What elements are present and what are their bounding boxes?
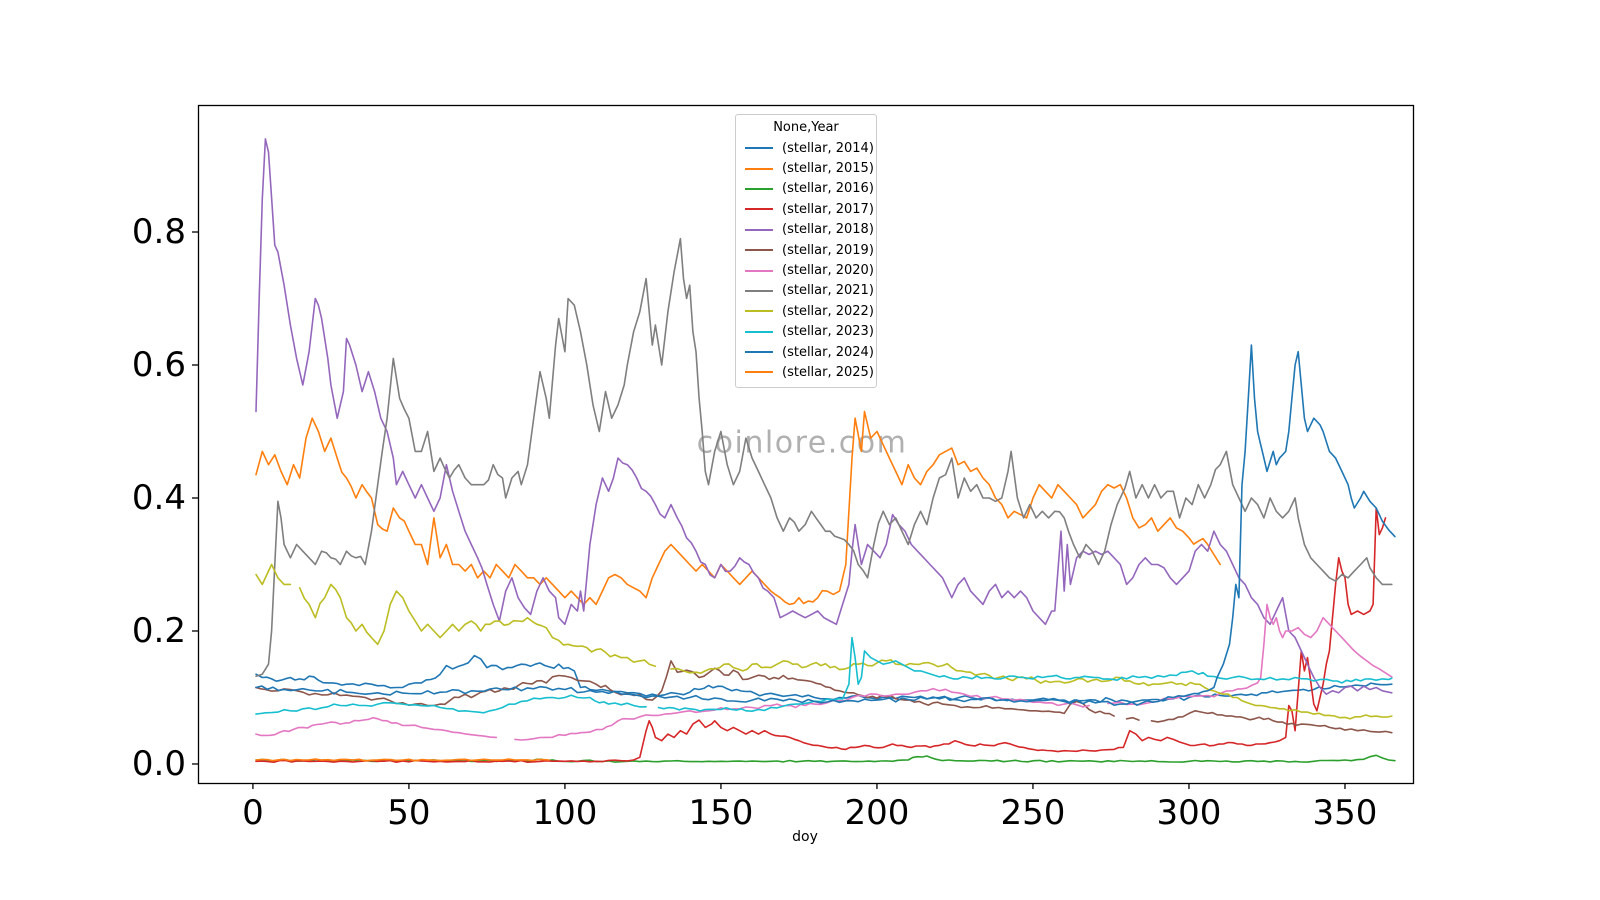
- series-line-2018: [255, 138, 1393, 695]
- legend-swatch: [745, 351, 773, 354]
- x-tick-label: 150: [688, 793, 754, 833]
- legend-swatch: [745, 228, 773, 231]
- series-line-2023: [657, 636, 1393, 712]
- legend-swatch: [745, 187, 773, 190]
- legend-entry: (stellar, 2022): [736, 301, 876, 321]
- legend-swatch: [745, 147, 773, 150]
- legend-entry-label: (stellar, 2024): [782, 344, 874, 360]
- legend-swatch: [745, 310, 773, 313]
- legend-title: None,Year: [773, 120, 839, 135]
- legend-entry: (stellar, 2019): [736, 240, 876, 260]
- legend-entry-label: (stellar, 2019): [782, 242, 874, 258]
- series-line-2019: [1125, 716, 1140, 721]
- legend-entry: (stellar, 2018): [736, 220, 876, 240]
- legend-entry: (stellar, 2021): [736, 281, 876, 301]
- legend-entry-label: (stellar, 2015): [782, 161, 874, 177]
- y-tick-label: 0.2: [131, 610, 186, 651]
- legend-entry-label: (stellar, 2017): [782, 201, 874, 217]
- watermark: coinlore.com: [696, 425, 908, 461]
- legend-entry: (stellar, 2014): [736, 138, 876, 158]
- legend-entry: (stellar, 2025): [736, 362, 876, 382]
- legend: None,Year (stellar, 2014) (stellar, 2015)…: [735, 114, 877, 388]
- series-line-2021: [255, 237, 1393, 677]
- legend-entry-label: (stellar, 2016): [782, 181, 874, 197]
- legend-swatch: [745, 249, 773, 252]
- legend-entry-label: (stellar, 2020): [782, 263, 874, 279]
- legend-entry-label: (stellar, 2018): [782, 222, 874, 238]
- legend-swatch: [745, 208, 773, 211]
- series-line-2025: [255, 758, 551, 762]
- x-tick-label: 250: [1000, 793, 1066, 833]
- legend-entry-label: (stellar, 2023): [782, 324, 874, 340]
- series-line-2022: [298, 583, 657, 667]
- series-line-2019: [255, 660, 1115, 717]
- legend-entry-label: (stellar, 2022): [782, 303, 874, 319]
- x-tick-label: 200: [844, 793, 910, 833]
- legend-swatch: [745, 167, 773, 170]
- legend-swatch: [745, 289, 773, 292]
- series-line-2020: [1107, 603, 1393, 706]
- legend-entry-label: (stellar, 2021): [782, 283, 874, 299]
- series-line-2017: [255, 507, 1387, 763]
- x-tick-label: 50: [387, 793, 431, 833]
- axes-box: [197, 104, 1415, 785]
- legend-entries: (stellar, 2014) (stellar, 2015) (stellar, …: [736, 138, 876, 383]
- x-tick-label: 0: [242, 793, 264, 833]
- series-line-2022: [670, 659, 1393, 720]
- legend-swatch: [745, 269, 773, 272]
- series-line-2014: [255, 654, 1393, 704]
- y-tick-label: 0.6: [131, 345, 186, 385]
- legend-entry-label: (stellar, 2014): [782, 140, 874, 156]
- series-line-2020: [255, 716, 498, 739]
- legend-entry-label: (stellar, 2025): [782, 364, 874, 380]
- y-tick-label: 0.4: [131, 477, 186, 518]
- series-line-2024: [255, 344, 1396, 706]
- series-line-2015: [255, 410, 1221, 606]
- legend-entry: (stellar, 2020): [736, 260, 876, 280]
- x-tick-label: 300: [1156, 793, 1222, 833]
- x-tick-label: 350: [1312, 793, 1378, 833]
- legend-swatch: [745, 371, 773, 374]
- y-tick-label: 0.0: [131, 743, 186, 784]
- legend-entry: (stellar, 2016): [736, 179, 876, 199]
- legend-entry: (stellar, 2015): [736, 158, 876, 178]
- x-axis-label: doy: [792, 829, 818, 845]
- series-line-2023: [255, 694, 647, 715]
- x-tick-label: 100: [532, 793, 598, 833]
- legend-entry: (stellar, 2023): [736, 322, 876, 342]
- legend-entry: (stellar, 2024): [736, 342, 876, 362]
- legend-swatch: [745, 330, 773, 333]
- series-line-2022: [255, 563, 292, 586]
- y-tick-label: 0.8: [131, 212, 186, 252]
- legend-entry: (stellar, 2017): [736, 199, 876, 219]
- series-line-2019: [1150, 710, 1393, 734]
